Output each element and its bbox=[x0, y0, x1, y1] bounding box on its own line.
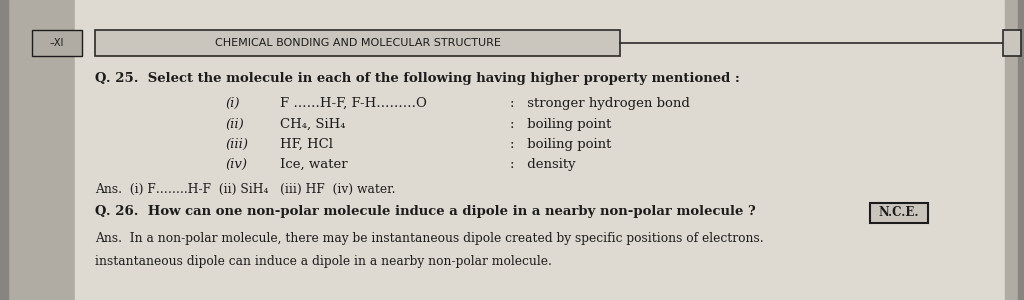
Text: Ice, water: Ice, water bbox=[280, 158, 347, 171]
Text: (i): (i) bbox=[225, 97, 240, 110]
Bar bbox=[32, 30, 82, 56]
Text: HF, HCl: HF, HCl bbox=[280, 138, 333, 151]
Text: :   density: : density bbox=[510, 158, 575, 171]
Bar bbox=[0, 0, 8, 300]
Text: Q. 25.  Select the molecule in each of the following having higher property ment: Q. 25. Select the molecule in each of th… bbox=[95, 72, 740, 85]
Bar bbox=[1005, 0, 1024, 300]
Text: instantaneous dipole can induce a dipole in a nearby non-polar molecule.: instantaneous dipole can induce a dipole… bbox=[95, 255, 552, 268]
Bar bbox=[1018, 0, 1024, 300]
Text: (iv): (iv) bbox=[225, 158, 247, 171]
Bar bbox=[0, 0, 75, 300]
Bar bbox=[870, 203, 928, 223]
Text: CHEMICAL BONDING AND MOLECULAR STRUCTURE: CHEMICAL BONDING AND MOLECULAR STRUCTURE bbox=[215, 38, 501, 48]
Bar bbox=[1002, 30, 1021, 56]
Text: :   boiling point: : boiling point bbox=[510, 118, 611, 131]
Text: Ans.  In a non-polar molecule, there may be instantaneous dipole created by spec: Ans. In a non-polar molecule, there may … bbox=[95, 232, 764, 245]
Text: F ……H-F, F-H………O: F ……H-F, F-H………O bbox=[280, 97, 427, 110]
Text: Ans.  (i) F……..H-F  (ii) SiH₄   (iii) HF  (iv) water.: Ans. (i) F……..H-F (ii) SiH₄ (iii) HF (iv… bbox=[95, 183, 395, 196]
Text: :   boiling point: : boiling point bbox=[510, 138, 611, 151]
Text: N.C.E.: N.C.E. bbox=[879, 206, 920, 220]
Text: (ii): (ii) bbox=[225, 118, 244, 131]
Bar bbox=[95, 30, 620, 56]
Text: (iii): (iii) bbox=[225, 138, 248, 151]
Text: Q. 26.  How can one non-polar molecule induce a dipole in a nearby non-polar mol: Q. 26. How can one non-polar molecule in… bbox=[95, 205, 756, 218]
Text: :   stronger hydrogen bond: : stronger hydrogen bond bbox=[510, 97, 690, 110]
Text: –XI: –XI bbox=[50, 38, 65, 48]
Text: CH₄, SiH₄: CH₄, SiH₄ bbox=[280, 118, 345, 131]
